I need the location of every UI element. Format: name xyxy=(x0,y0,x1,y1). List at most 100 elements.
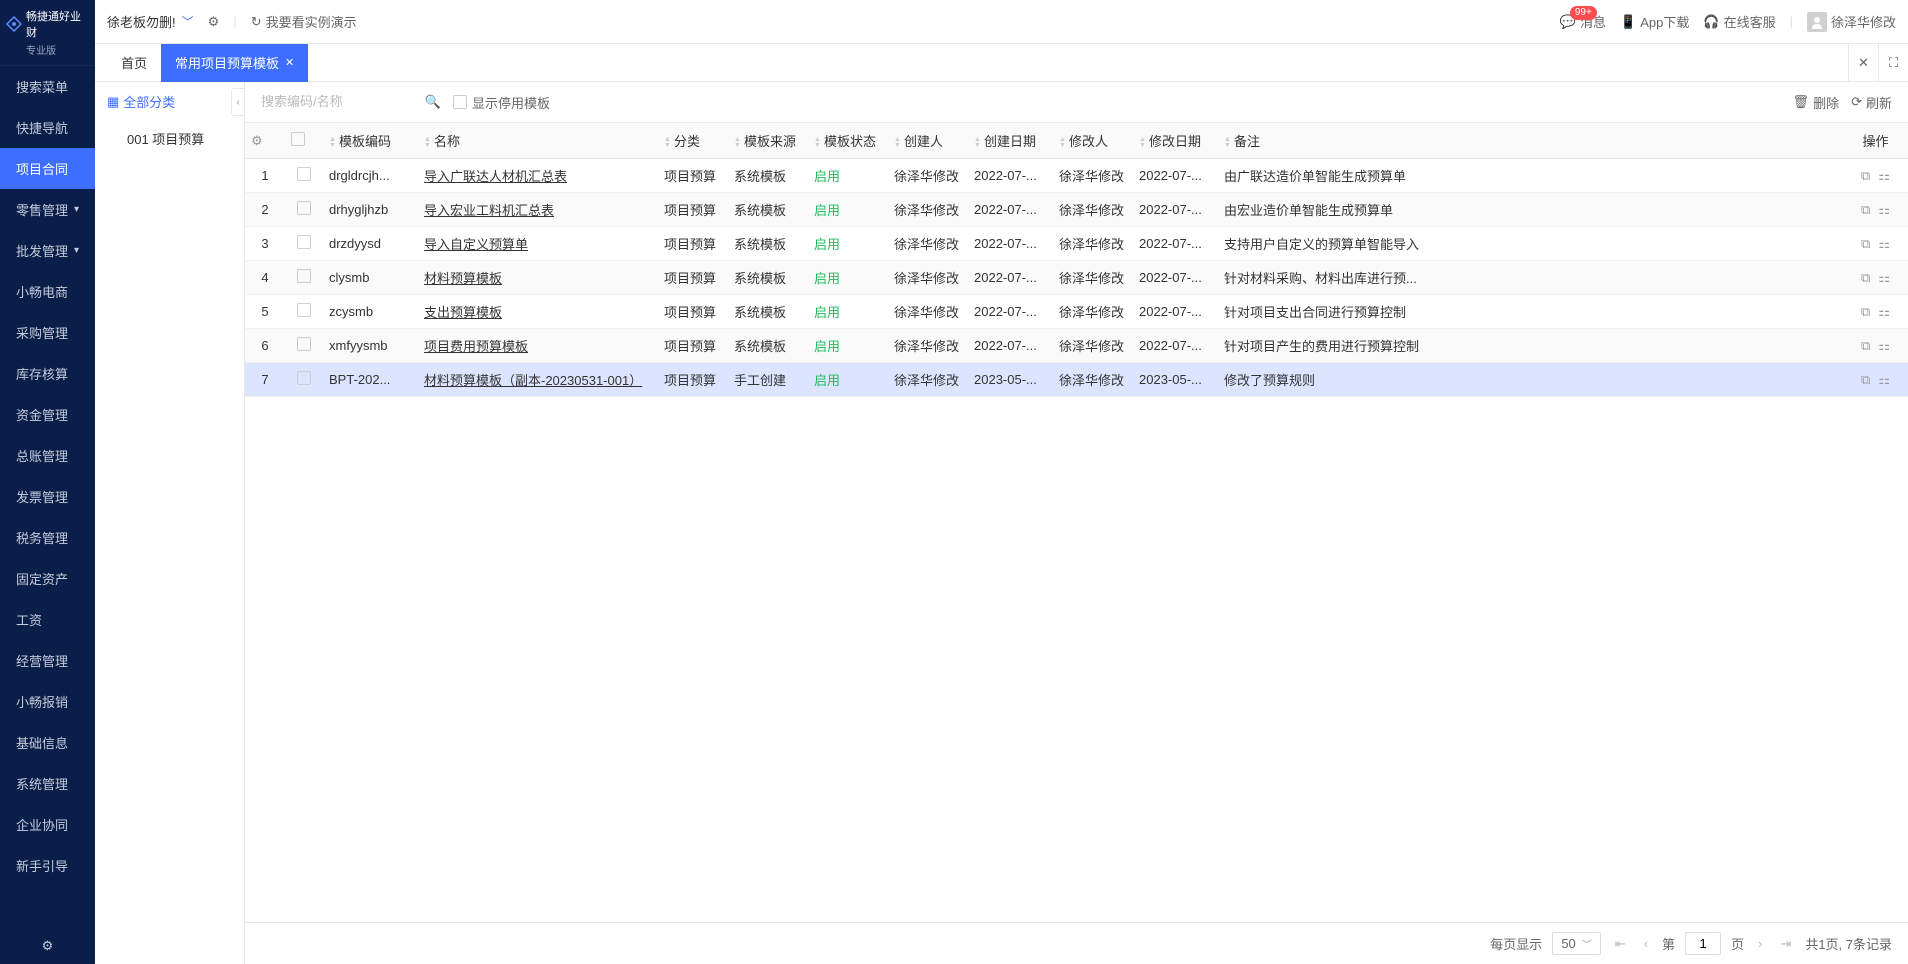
sidebar-item[interactable]: 小畅电商 xyxy=(0,271,95,312)
column-creator[interactable]: ▲▼创建人 xyxy=(888,123,968,159)
table-row[interactable]: 5zcysmb支出预算模板项目预算系统模板启用徐泽华修改2022-07-...徐… xyxy=(245,295,1908,329)
sidebar-item[interactable]: 批发管理▾ xyxy=(0,230,95,271)
per-page-select[interactable]: 50 ﹀ xyxy=(1552,932,1600,955)
more-button[interactable]: ⚏ xyxy=(1878,236,1890,252)
sidebar-item[interactable]: 固定资产 xyxy=(0,558,95,599)
view-button[interactable]: ⧉ xyxy=(1861,202,1870,218)
demo-link[interactable]: ↻ 我要看实例演示 xyxy=(251,12,357,31)
row-checkbox[interactable] xyxy=(285,329,323,363)
more-button[interactable]: ⚏ xyxy=(1878,338,1890,354)
table-scroll[interactable]: ⚙ ▲▼模板编码 ▲▼名称 ▲▼分类 ▲▼模板来源 ▲▼模板状态 ▲▼创建人 ▲… xyxy=(245,122,1908,922)
sidebar-item[interactable]: 资金管理 xyxy=(0,394,95,435)
search-button[interactable]: 🔍 xyxy=(425,94,441,110)
app-download-button[interactable]: 📱 App下载 xyxy=(1620,12,1689,31)
column-code[interactable]: ▲▼模板编码 xyxy=(323,123,418,159)
template-name-link[interactable]: 导入自定义预算单 xyxy=(424,237,528,252)
table-row[interactable]: 7BPT-202...材料预算模板（副本-20230531-001）项目预算手工… xyxy=(245,363,1908,397)
cell-creator: 徐泽华修改 xyxy=(888,193,968,227)
search-input[interactable] xyxy=(261,90,441,113)
template-name-link[interactable]: 导入宏业工料机汇总表 xyxy=(424,203,554,218)
tab-active[interactable]: 常用项目预算模板 ✕ xyxy=(161,44,308,82)
company-selector[interactable]: 徐老板勿删! ﹀ xyxy=(107,12,194,31)
sidebar-item[interactable]: 快捷导航 xyxy=(0,107,95,148)
column-settings[interactable]: ⚙ xyxy=(245,123,285,159)
view-button[interactable]: ⧉ xyxy=(1861,338,1870,354)
column-source[interactable]: ▲▼模板来源 xyxy=(728,123,808,159)
first-page-button[interactable]: ⇤ xyxy=(1611,936,1630,952)
row-checkbox[interactable] xyxy=(285,193,323,227)
template-name-link[interactable]: 项目费用预算模板 xyxy=(424,339,528,354)
user-menu[interactable]: 徐泽华修改 xyxy=(1807,12,1896,32)
row-checkbox[interactable] xyxy=(285,363,323,397)
table-row[interactable]: 2drhygljhzb导入宏业工料机汇总表项目预算系统模板启用徐泽华修改2022… xyxy=(245,193,1908,227)
sidebar-item[interactable]: 库存核算 xyxy=(0,353,95,394)
refresh-button[interactable]: ⟳ 刷新 xyxy=(1851,93,1892,112)
online-service-button[interactable]: 🎧 在线客服 xyxy=(1703,12,1775,31)
template-name-link[interactable]: 支出预算模板 xyxy=(424,305,502,320)
next-page-button[interactable]: › xyxy=(1754,936,1766,951)
view-button[interactable]: ⧉ xyxy=(1861,372,1870,388)
tab-close-button[interactable]: ✕ xyxy=(285,56,294,69)
more-button[interactable]: ⚏ xyxy=(1878,304,1890,320)
table-row[interactable]: 1drgldrcjh...导入广联达人材机汇总表项目预算系统模板启用徐泽华修改2… xyxy=(245,159,1908,193)
column-select-all[interactable] xyxy=(285,123,323,159)
sidebar-item[interactable]: 工资 xyxy=(0,599,95,640)
table-row[interactable]: 4clysmb材料预算模板项目预算系统模板启用徐泽华修改2022-07-...徐… xyxy=(245,261,1908,295)
delete-button[interactable]: 🗑 删除 xyxy=(1793,93,1840,112)
table-row[interactable]: 3drzdyysd导入自定义预算单项目预算系统模板启用徐泽华修改2022-07-… xyxy=(245,227,1908,261)
page-input[interactable] xyxy=(1685,932,1721,955)
view-button[interactable]: ⧉ xyxy=(1861,304,1870,320)
column-name[interactable]: ▲▼名称 xyxy=(418,123,658,159)
column-status[interactable]: ▲▼模板状态 xyxy=(808,123,888,159)
sidebar-item[interactable]: 经营管理 xyxy=(0,640,95,681)
tree-root-item[interactable]: ▦ 全部分类 xyxy=(95,82,244,121)
show-disabled-checkbox[interactable]: 显示停用模板 xyxy=(453,93,550,112)
sidebar-item-label: 零售管理 xyxy=(16,200,68,219)
sidebar-item[interactable]: 总账管理 xyxy=(0,435,95,476)
sidebar-item[interactable]: 项目合同 xyxy=(0,148,95,189)
collapse-tree-button[interactable]: ‹ xyxy=(231,88,245,116)
column-modify-date[interactable]: ▲▼修改日期 xyxy=(1133,123,1218,159)
fullscreen-button[interactable]: ⛶ xyxy=(1878,44,1908,82)
template-name-link[interactable]: 导入广联达人材机汇总表 xyxy=(424,169,567,184)
prev-page-button[interactable]: ‹ xyxy=(1640,936,1652,951)
sidebar-item[interactable]: 发票管理 xyxy=(0,476,95,517)
more-button[interactable]: ⚏ xyxy=(1878,202,1890,218)
close-all-tabs-button[interactable]: ✕ xyxy=(1848,44,1878,82)
sidebar-item[interactable]: 系统管理 xyxy=(0,763,95,804)
company-settings-button[interactable]: ⚙ xyxy=(208,14,220,30)
sidebar-item-label: 固定资产 xyxy=(16,569,68,588)
sidebar-item[interactable]: 小畅报销 xyxy=(0,681,95,722)
sidebar-item[interactable]: 采购管理 xyxy=(0,312,95,353)
sidebar-item[interactable]: 搜索菜单 xyxy=(0,66,95,107)
sidebar-item[interactable]: 基础信息 xyxy=(0,722,95,763)
sidebar-item[interactable]: 零售管理▾ xyxy=(0,189,95,230)
tab-home[interactable]: 首页 xyxy=(107,44,161,82)
view-button[interactable]: ⧉ xyxy=(1861,236,1870,252)
column-create-date[interactable]: ▲▼创建日期 xyxy=(968,123,1053,159)
sidebar-item-label: 小畅电商 xyxy=(16,282,68,301)
column-remark[interactable]: ▲▼备注 xyxy=(1218,123,1843,159)
row-checkbox[interactable] xyxy=(285,227,323,261)
messages-button[interactable]: 💬 99+ 消息 xyxy=(1560,12,1606,31)
view-button[interactable]: ⧉ xyxy=(1861,270,1870,286)
sidebar-item[interactable]: 新手引导 xyxy=(0,845,95,886)
row-checkbox[interactable] xyxy=(285,159,323,193)
more-button[interactable]: ⚏ xyxy=(1878,270,1890,286)
template-name-link[interactable]: 材料预算模板 xyxy=(424,271,502,286)
gear-icon: ⚙ xyxy=(42,938,54,953)
column-modifier[interactable]: ▲▼修改人 xyxy=(1053,123,1133,159)
more-button[interactable]: ⚏ xyxy=(1878,372,1890,388)
row-checkbox[interactable] xyxy=(285,295,323,329)
table-row[interactable]: 6xmfyysmb项目费用预算模板项目预算系统模板启用徐泽华修改2022-07-… xyxy=(245,329,1908,363)
row-checkbox[interactable] xyxy=(285,261,323,295)
settings-button[interactable]: ⚙ xyxy=(0,928,95,964)
sidebar-item[interactable]: 税务管理 xyxy=(0,517,95,558)
last-page-button[interactable]: ⇥ xyxy=(1776,936,1795,952)
template-name-link[interactable]: 材料预算模板（副本-20230531-001） xyxy=(424,373,642,388)
column-category[interactable]: ▲▼分类 xyxy=(658,123,728,159)
sidebar-item[interactable]: 企业协同 xyxy=(0,804,95,845)
view-button[interactable]: ⧉ xyxy=(1861,168,1870,184)
tree-child-item[interactable]: 001 项目预算 xyxy=(95,121,244,156)
more-button[interactable]: ⚏ xyxy=(1878,168,1890,184)
